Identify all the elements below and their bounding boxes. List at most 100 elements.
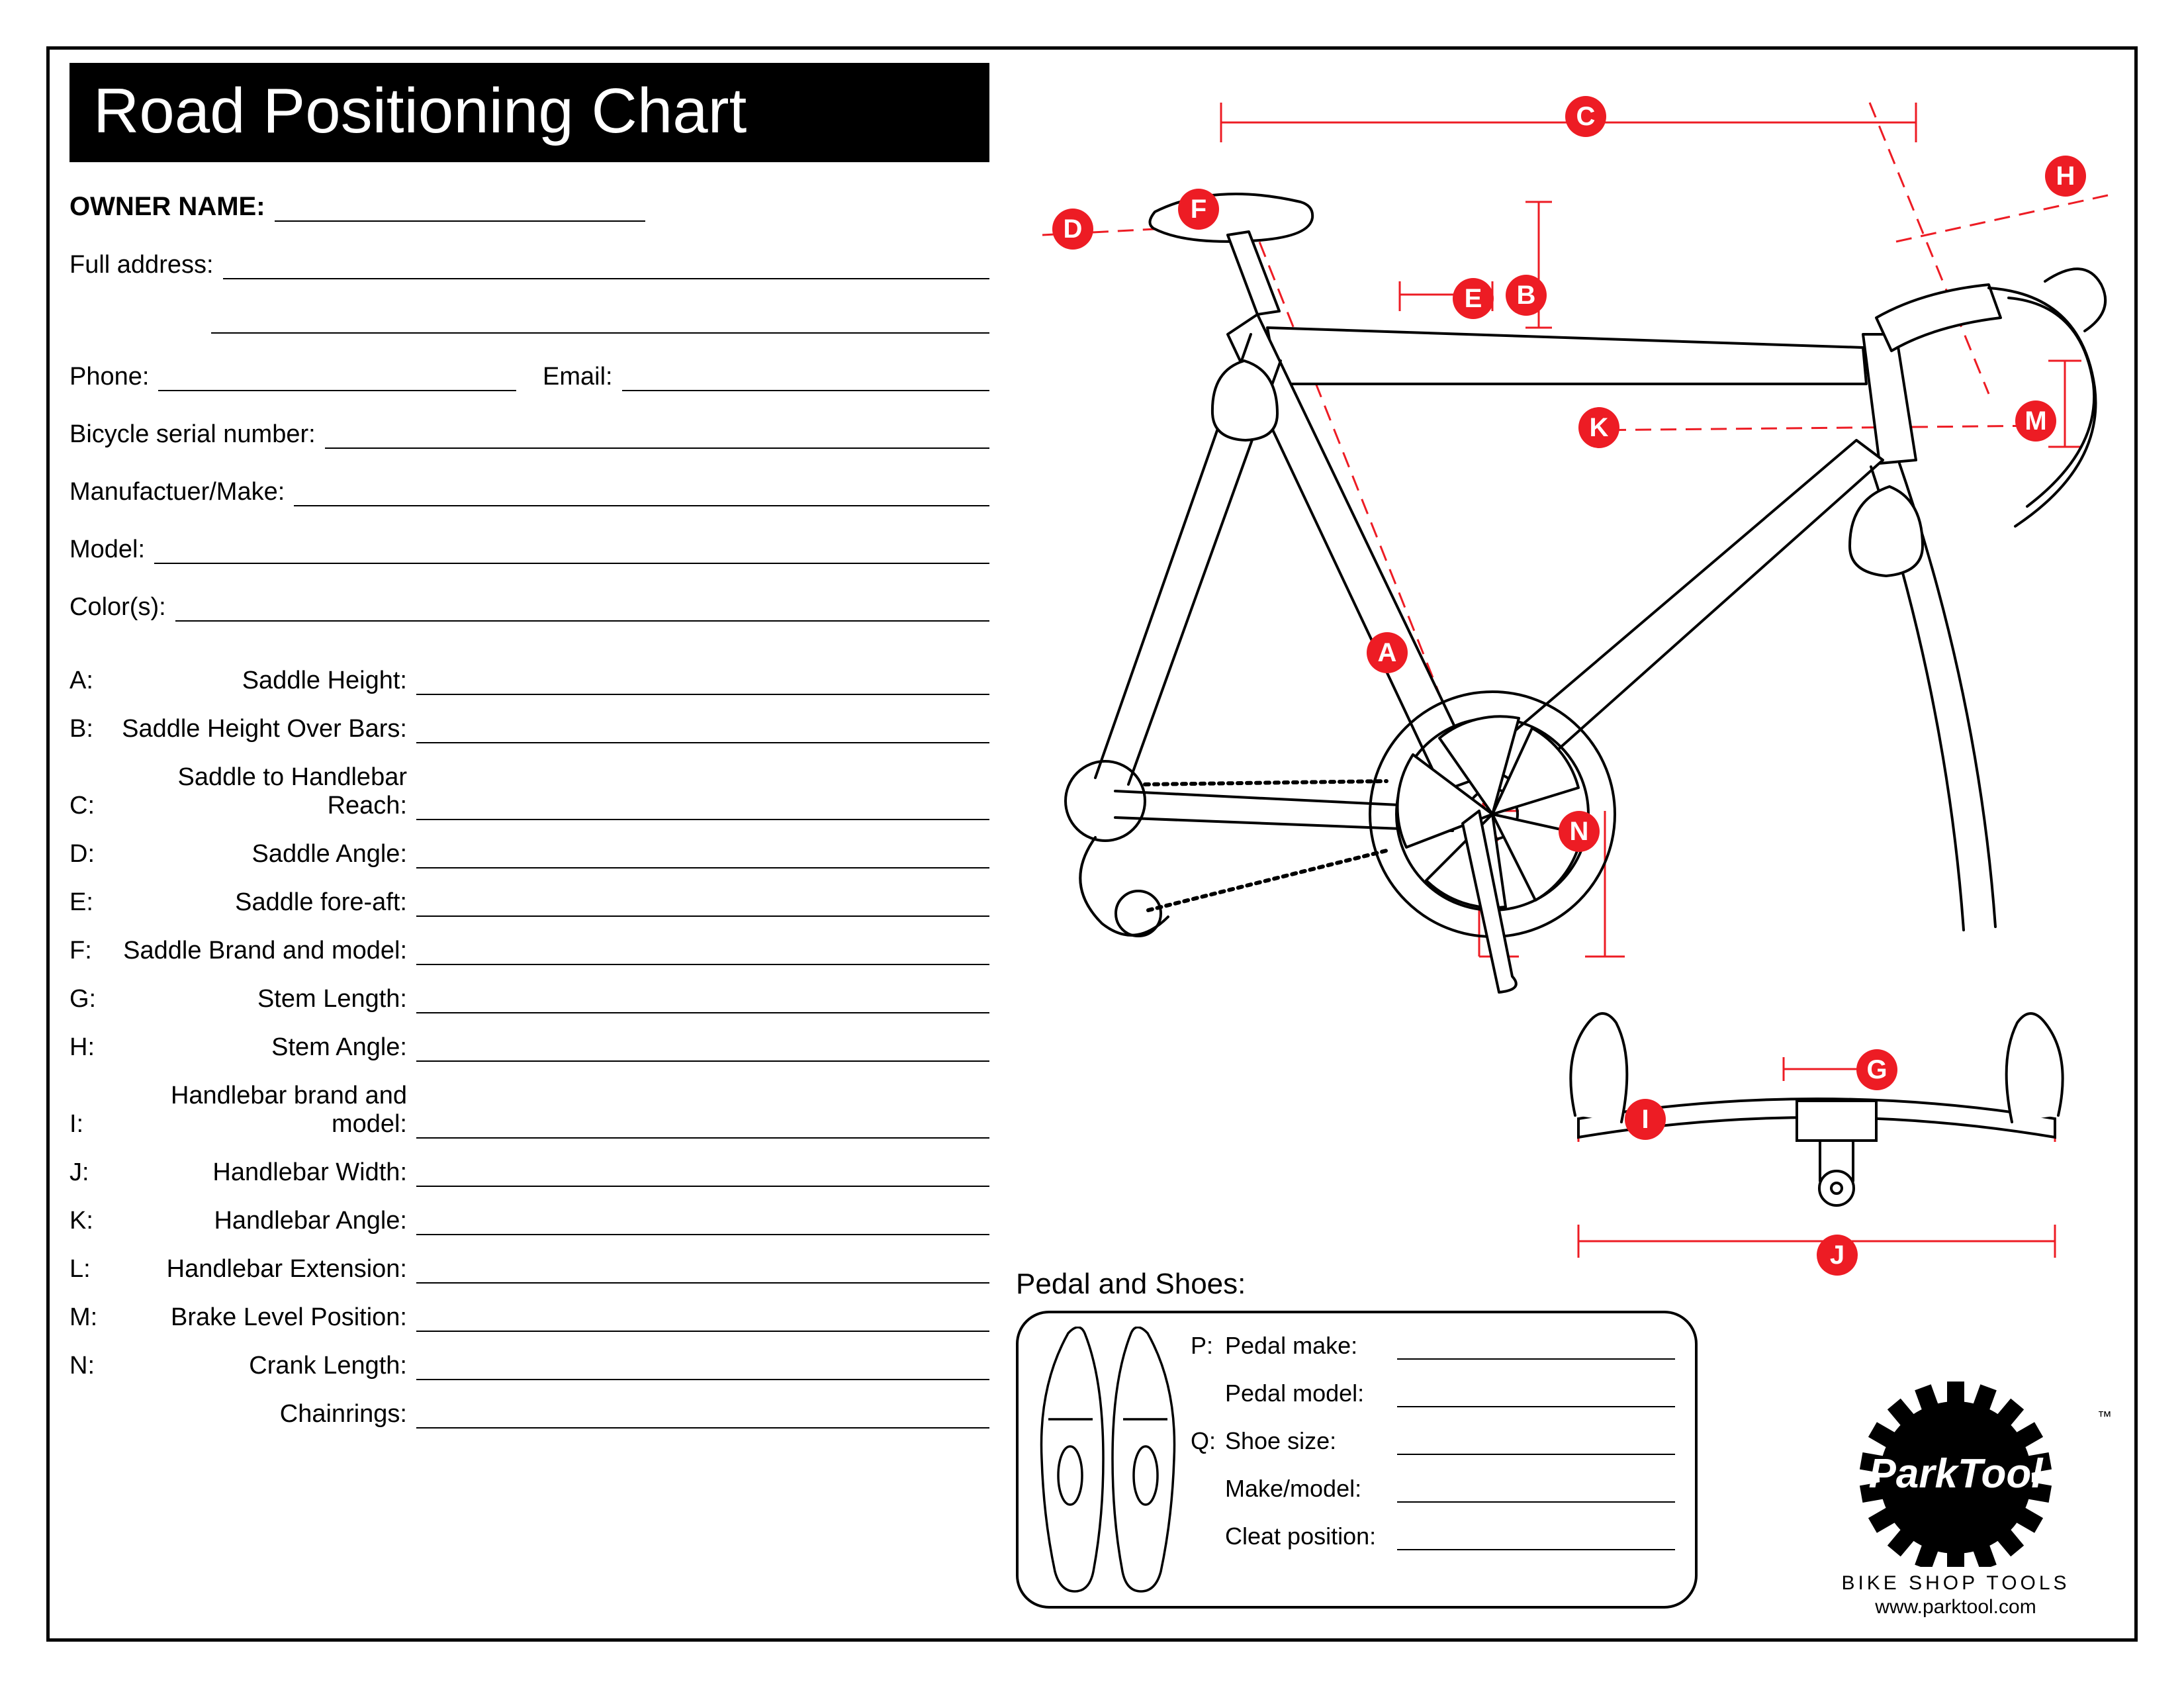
measurement-row: F:Saddle Brand and model:: [69, 937, 989, 965]
email-label: Email:: [543, 363, 613, 391]
trademark-symbol: ™: [2097, 1408, 2112, 1425]
measurement-label: Handlebar Width:: [109, 1158, 407, 1187]
measurement-label: Saddle to Handlebar Reach:: [109, 763, 407, 820]
pedal-box: P:Pedal make: Pedal model:Q:Shoe size: Mak…: [1016, 1311, 1698, 1609]
serial-row: Bicycle serial number:: [69, 420, 989, 449]
dimension-badge-n: N: [1559, 811, 1600, 852]
measurement-row: M:Brake Level Position:: [69, 1303, 989, 1332]
logo-tagline: BIKE SHOP TOOLS: [1803, 1572, 2108, 1595]
serial-input[interactable]: [325, 424, 989, 449]
measurement-input[interactable]: [416, 1405, 989, 1429]
measurement-key: J:: [69, 1158, 109, 1187]
model-input[interactable]: [154, 539, 989, 564]
pedal-label: Pedal make:: [1225, 1332, 1397, 1360]
measurement-row: A:Saddle Height:: [69, 667, 989, 695]
measurement-input[interactable]: [416, 720, 989, 743]
model-label: Model:: [69, 536, 145, 564]
phone-label: Phone:: [69, 363, 149, 391]
measurement-row: L:Handlebar Extension:: [69, 1255, 989, 1284]
measurement-key: A:: [69, 667, 109, 695]
measurement-key: L:: [69, 1255, 109, 1284]
measurement-row: B:Saddle Height Over Bars:: [69, 715, 989, 743]
measurement-input[interactable]: [416, 671, 989, 695]
measurement-label: Brake Level Position:: [109, 1303, 407, 1332]
diagram-zone: ABCDEFHKMN GIJ Pedal and Shoes:: [1016, 50, 2134, 1638]
measurement-label: Saddle Brand and model:: [109, 937, 407, 965]
page-title: Road Positioning Chart: [69, 63, 989, 162]
measurement-label: Chainrings:: [109, 1400, 407, 1429]
logo-url: www.parktool.com: [1803, 1596, 2108, 1618]
measurement-key: K:: [69, 1207, 109, 1235]
dimension-badge-g: G: [1856, 1049, 1897, 1090]
pedal-label: Shoe size:: [1225, 1427, 1397, 1455]
measurements-list: A:Saddle Height: B:Saddle Height Over Bar…: [69, 667, 989, 1448]
measurement-input[interactable]: [416, 941, 989, 965]
owner-name-input[interactable]: [275, 197, 645, 222]
dimension-badge-j: J: [1817, 1235, 1858, 1276]
measurement-label: Saddle Angle:: [109, 840, 407, 868]
measurement-key: D:: [69, 840, 109, 868]
measurement-input[interactable]: [416, 1038, 989, 1062]
measurement-key: F:: [69, 937, 109, 965]
pedal-row: Pedal model:: [1191, 1380, 1675, 1407]
dimension-badge-a: A: [1367, 632, 1408, 673]
measurement-row: N:Crank Length:: [69, 1352, 989, 1380]
measurement-key: G:: [69, 985, 109, 1013]
measurement-key: N:: [69, 1352, 109, 1380]
measurement-row: K:Handlebar Angle:: [69, 1207, 989, 1235]
pedal-input[interactable]: [1397, 1337, 1675, 1360]
email-input[interactable]: [622, 366, 989, 391]
pedal-input[interactable]: [1397, 1385, 1675, 1407]
measurement-label: Saddle fore-aft:: [109, 888, 407, 917]
dimension-badge-f: F: [1178, 189, 1219, 230]
colors-input[interactable]: [175, 596, 989, 622]
measurement-row: I:Handlebar brand and model:: [69, 1082, 989, 1139]
measurement-input[interactable]: [416, 990, 989, 1013]
pedal-input[interactable]: [1397, 1432, 1675, 1455]
owner-name-label: OWNER NAME:: [69, 192, 265, 222]
colors-label: Color(s):: [69, 593, 166, 622]
phone-input[interactable]: [158, 366, 516, 391]
measurement-key: I:: [69, 1110, 109, 1139]
measurement-label: Stem Angle:: [109, 1033, 407, 1062]
measurement-label: Handlebar brand and model:: [109, 1082, 407, 1139]
brand-wordmark: ParkTool: [1869, 1451, 2044, 1497]
measurement-label: Handlebar Extension:: [109, 1255, 407, 1284]
measurement-row: Chainrings:: [69, 1400, 989, 1429]
measurement-input[interactable]: [416, 1260, 989, 1284]
make-input[interactable]: [294, 481, 989, 506]
address-input-1[interactable]: [223, 254, 989, 279]
page: Road Positioning Chart OWNER NAME: Full …: [0, 0, 2184, 1688]
dimension-badge-m: M: [2015, 400, 2056, 442]
brand-logo: ParkTool ™ BIKE SHOP TOOLS www.parktool.…: [1803, 1382, 2108, 1618]
pedal-input[interactable]: [1397, 1480, 1675, 1503]
dimension-badge-i: I: [1625, 1099, 1666, 1140]
measurement-label: Saddle Height:: [109, 667, 407, 695]
pedal-rows: P:Pedal make: Pedal model:Q:Shoe size: Mak…: [1191, 1332, 1675, 1550]
pedal-label: Make/model:: [1225, 1475, 1397, 1503]
address-input-2[interactable]: [211, 308, 989, 334]
measurement-key: C:: [69, 792, 109, 820]
pedal-label: Pedal model:: [1225, 1380, 1397, 1407]
measurement-row: C:Saddle to Handlebar Reach:: [69, 763, 989, 820]
measurement-row: J:Handlebar Width:: [69, 1158, 989, 1187]
pedal-row: P:Pedal make:: [1191, 1332, 1675, 1360]
pedal-label: Cleat position:: [1225, 1523, 1397, 1550]
bike-diagram: [1016, 50, 2134, 1003]
measurement-input[interactable]: [416, 1115, 989, 1139]
pedal-input[interactable]: [1397, 1528, 1675, 1550]
measurement-key: E:: [69, 888, 109, 917]
measurement-input[interactable]: [416, 796, 989, 820]
measurement-row: E:Saddle fore-aft:: [69, 888, 989, 917]
owner-info-block: OWNER NAME: Full address: Phone:: [69, 192, 989, 651]
measurement-input[interactable]: [416, 1211, 989, 1235]
pedal-key: Q:: [1191, 1427, 1225, 1455]
measurement-input[interactable]: [416, 1356, 989, 1380]
measurement-input[interactable]: [416, 845, 989, 868]
measurement-label: Handlebar Angle:: [109, 1207, 407, 1235]
measurement-row: D:Saddle Angle:: [69, 840, 989, 868]
measurement-input[interactable]: [416, 1163, 989, 1187]
measurement-input[interactable]: [416, 893, 989, 917]
pedal-key: P:: [1191, 1332, 1225, 1360]
measurement-input[interactable]: [416, 1308, 989, 1332]
